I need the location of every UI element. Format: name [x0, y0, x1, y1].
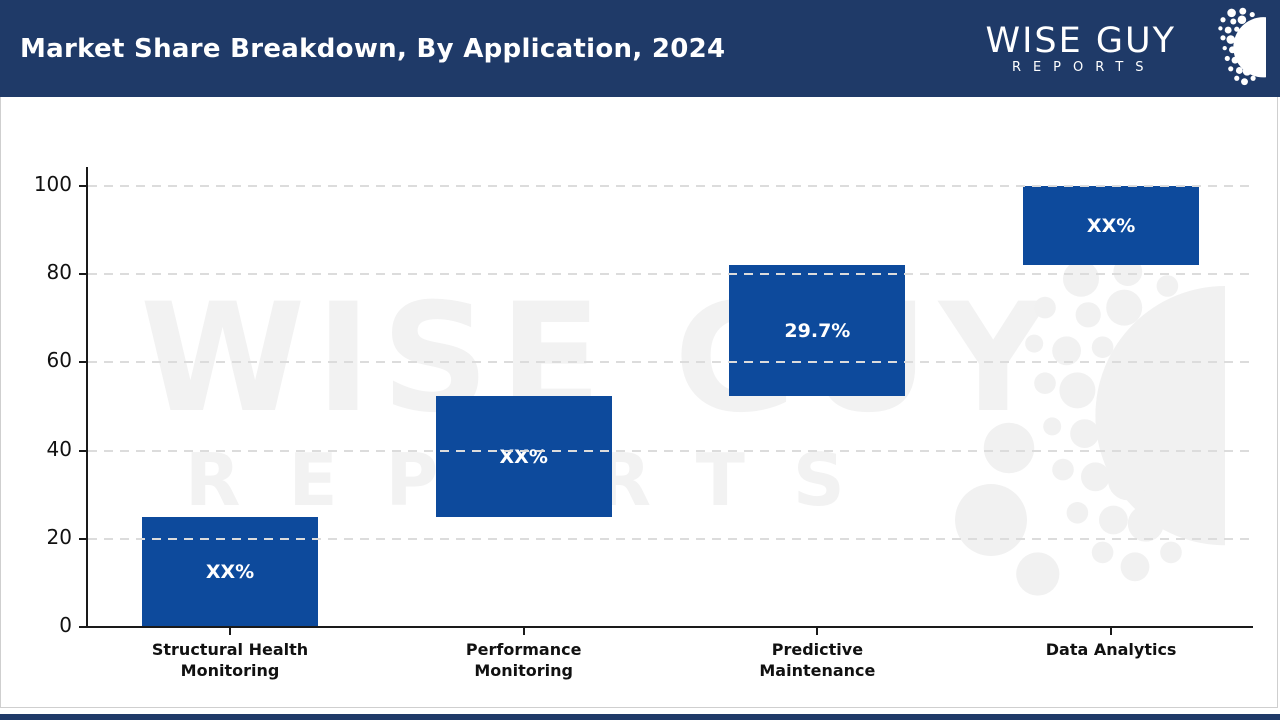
grid-line: [88, 185, 1253, 187]
x-tick-mark: [816, 628, 819, 635]
grid-line: [88, 449, 1253, 452]
page-title: Market Share Breakdown, By Application, …: [20, 33, 726, 64]
y-tick-label: 0: [59, 613, 72, 637]
y-tick-mark: [79, 185, 86, 187]
x-category-label-line: Performance: [465, 640, 582, 659]
x-category-label: Performance Monitoring: [404, 639, 644, 681]
x-category-label-line: Structural Health: [151, 640, 309, 659]
x-tick-mark: [229, 628, 231, 635]
y-tick-mark: [79, 361, 86, 364]
y-tick-label: 100: [33, 172, 72, 196]
brand-subname: REPORTS: [1011, 59, 1156, 75]
brand-logo: WISE GUY REPORTS: [985, 6, 1266, 92]
x-category-label-line: Monitoring: [474, 661, 574, 680]
watermark-face-icon: [955, 257, 1225, 596]
x-axis-line: [86, 626, 1253, 628]
x-category-label-line: Maintenance: [759, 661, 876, 680]
brand-name: WISE GUY: [985, 20, 1176, 61]
x-category-label: Data Analytics: [991, 639, 1231, 660]
x-category-label-line: Data Analytics: [1045, 640, 1177, 659]
bar-value-label: XX%: [205, 560, 255, 583]
footer-bar: [0, 714, 1280, 720]
x-category-label: Structural Health Monitoring: [110, 639, 350, 681]
bar: XX%: [142, 516, 318, 627]
grid-line: [88, 273, 1253, 276]
x-tick-mark: [1110, 628, 1113, 635]
y-tick-label: 60: [46, 348, 72, 373]
y-tick-label: 20: [46, 524, 72, 549]
grid-line: [88, 537, 1253, 540]
y-tick-mark: [79, 537, 86, 540]
grid-line: [88, 361, 1253, 364]
x-category-label: Predictive Maintenance: [697, 639, 937, 681]
bar: XX%: [1023, 186, 1200, 266]
bar-value-label: XX%: [1086, 214, 1136, 237]
x-category-label-line: Predictive: [771, 640, 864, 659]
y-tick-mark: [79, 273, 86, 276]
bar: 29.7%: [729, 265, 906, 397]
x-tick-mark: [522, 628, 525, 635]
y-axis-line: [86, 167, 88, 628]
brand-wordmark: WISE GUY REPORTS: [985, 23, 1176, 75]
bar-value-label: 29.7%: [784, 319, 851, 342]
bar: XX%: [435, 396, 612, 517]
y-tick-label: 80: [46, 260, 72, 285]
x-category-label-line: Monitoring: [180, 661, 280, 680]
header: Market Share Breakdown, By Application, …: [0, 0, 1280, 97]
y-tick-mark: [79, 449, 86, 452]
y-tick-mark: [79, 626, 86, 628]
y-tick-label: 40: [46, 436, 72, 461]
brand-face-icon: [1218, 7, 1266, 85]
